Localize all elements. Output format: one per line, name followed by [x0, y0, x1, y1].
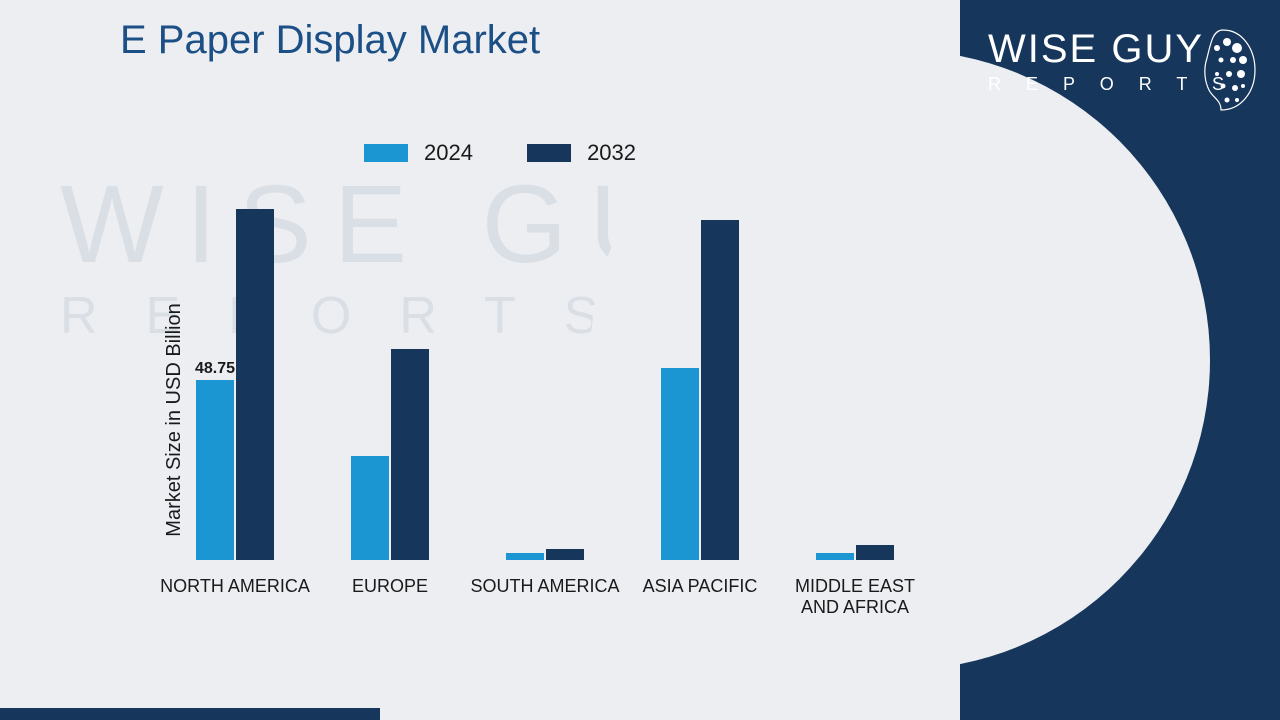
chart-container: Market Size in USD Billion 2024 2032 48.… [50, 140, 950, 700]
bar [351, 456, 389, 560]
x-axis-category-label: EUROPE [315, 576, 465, 597]
bar: 48.75 [196, 380, 234, 560]
category-group [315, 349, 465, 560]
x-axis-labels: NORTH AMERICAEUROPESOUTH AMERICAASIA PAC… [160, 570, 940, 700]
category-group [780, 545, 930, 560]
x-axis-category-label: ASIA PACIFIC [625, 576, 775, 597]
x-axis-category-label: MIDDLE EAST AND AFRICA [780, 576, 930, 617]
legend-item-0: 2024 [364, 140, 473, 166]
slide-root: WISE GUY REPORTS WISE GUY R E P O R T S … [0, 0, 1280, 720]
category-group: 48.75 [160, 209, 310, 561]
bottom-accent-bar [0, 708, 380, 720]
legend-item-1: 2032 [527, 140, 636, 166]
bar [546, 549, 584, 560]
legend-swatch-0 [364, 144, 408, 162]
plot-area: 48.75 [160, 190, 940, 560]
bar [236, 209, 274, 561]
legend-label-1: 2032 [587, 140, 636, 166]
legend-label-0: 2024 [424, 140, 473, 166]
category-group [470, 549, 620, 560]
bar [391, 349, 429, 560]
bar [661, 368, 699, 560]
bar [816, 553, 854, 560]
right-accent-panel [960, 0, 1280, 720]
category-group [625, 220, 775, 560]
legend-swatch-1 [527, 144, 571, 162]
bar [856, 545, 894, 560]
bar-value-label: 48.75 [195, 360, 235, 378]
bar [701, 220, 739, 560]
legend: 2024 2032 [50, 140, 950, 168]
bar [506, 553, 544, 560]
x-axis-category-label: NORTH AMERICA [160, 576, 310, 597]
chart-title: E Paper Display Market [120, 18, 540, 63]
x-axis-category-label: SOUTH AMERICA [470, 576, 620, 597]
